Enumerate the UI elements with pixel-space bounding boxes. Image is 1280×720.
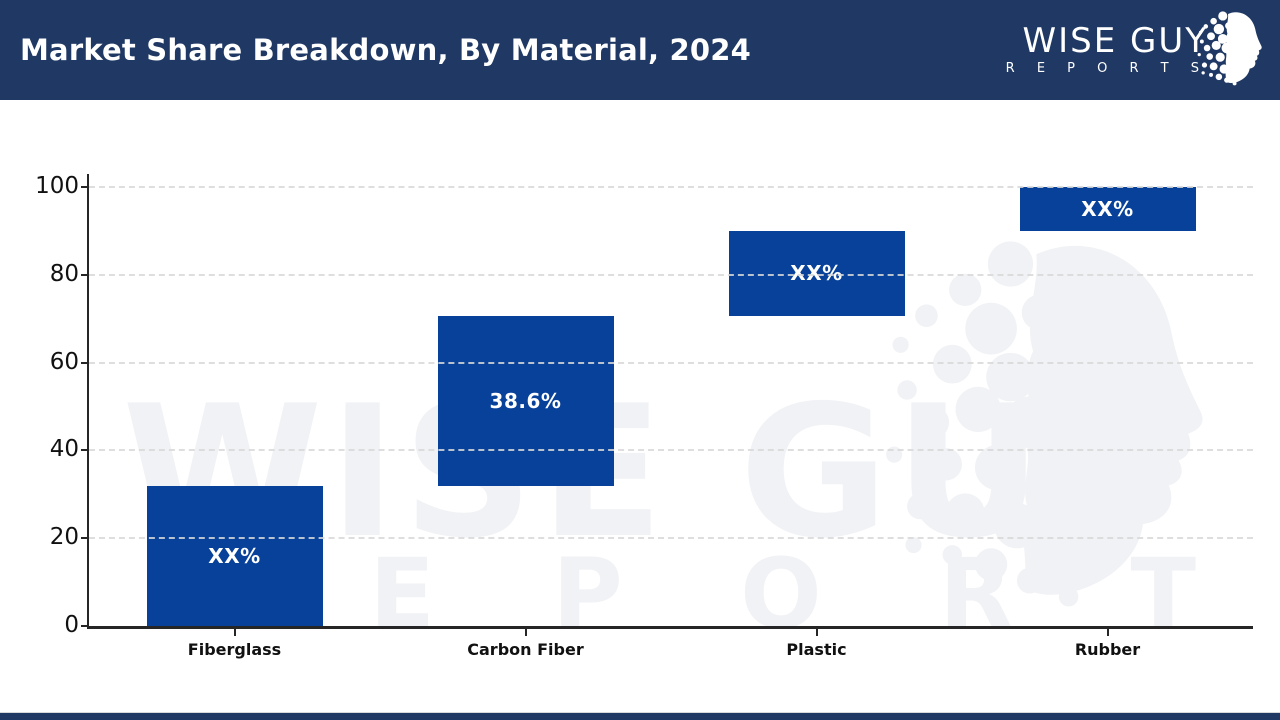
category-label-rubber: Rubber bbox=[1074, 640, 1141, 659]
chart-area: WISE GUY R E P O R T S XX%38.6%XX%XX%020… bbox=[0, 100, 1280, 712]
ytick-label-0: 0 bbox=[64, 612, 79, 638]
chart-title: Market Share Breakdown, By Material, 202… bbox=[20, 33, 752, 67]
gridline-60 bbox=[89, 361, 1253, 364]
gridline-40 bbox=[89, 449, 1253, 452]
ytick-0 bbox=[81, 625, 89, 627]
bar-fiberglass: XX% bbox=[146, 485, 323, 626]
ytick-label-100: 100 bbox=[35, 173, 79, 199]
xtick-fiberglass bbox=[233, 627, 236, 636]
ytick-40 bbox=[81, 449, 89, 452]
xtick-carbon-fiber bbox=[524, 627, 527, 636]
bar-plastic: XX% bbox=[728, 230, 905, 317]
bar-label: XX% bbox=[208, 543, 261, 568]
ytick-label-40: 40 bbox=[49, 436, 79, 463]
bar-label: 38.6% bbox=[489, 388, 562, 413]
ytick-60 bbox=[81, 361, 89, 364]
footer-bar bbox=[0, 712, 1280, 720]
wise-guy-reports-logo: WISE GUY R E P O R T S bbox=[1006, 7, 1266, 93]
xtick-plastic bbox=[815, 627, 818, 636]
ytick-label-20: 20 bbox=[49, 524, 79, 551]
bar-label: XX% bbox=[1081, 196, 1134, 221]
y-axis-spine bbox=[87, 173, 89, 628]
ytick-100 bbox=[81, 186, 89, 188]
bar-rubber: XX% bbox=[1019, 187, 1196, 231]
category-label-plastic: Plastic bbox=[786, 640, 847, 659]
xtick-rubber bbox=[1106, 627, 1109, 636]
category-label-fiberglass: Fiberglass bbox=[187, 640, 282, 659]
ytick-label-60: 60 bbox=[49, 348, 79, 375]
watermark-subtitle: R E P O R T S bbox=[178, 538, 1280, 650]
ytick-20 bbox=[81, 537, 89, 540]
header-bar: Market Share Breakdown, By Material, 202… bbox=[0, 0, 1280, 100]
x-axis-spine bbox=[87, 626, 1253, 629]
category-label-carbon-fiber: Carbon Fiber bbox=[467, 640, 584, 659]
watermark-face-icon bbox=[868, 222, 1224, 642]
logo-text: WISE GUY R E P O R T S bbox=[1005, 20, 1208, 77]
ytick-label-80: 80 bbox=[49, 260, 79, 287]
gridline-80 bbox=[89, 273, 1253, 276]
bar-carbon-fiber: 38.6% bbox=[437, 316, 614, 486]
gridline-100 bbox=[89, 186, 1253, 188]
logo-subtitle: R E P O R T S bbox=[1005, 61, 1208, 77]
logo-face-icon bbox=[1194, 7, 1266, 93]
bar-label: XX% bbox=[790, 261, 843, 286]
ytick-80 bbox=[81, 273, 89, 276]
logo-wordmark: WISE GUY bbox=[1022, 20, 1208, 61]
gridline-20 bbox=[89, 537, 1253, 540]
